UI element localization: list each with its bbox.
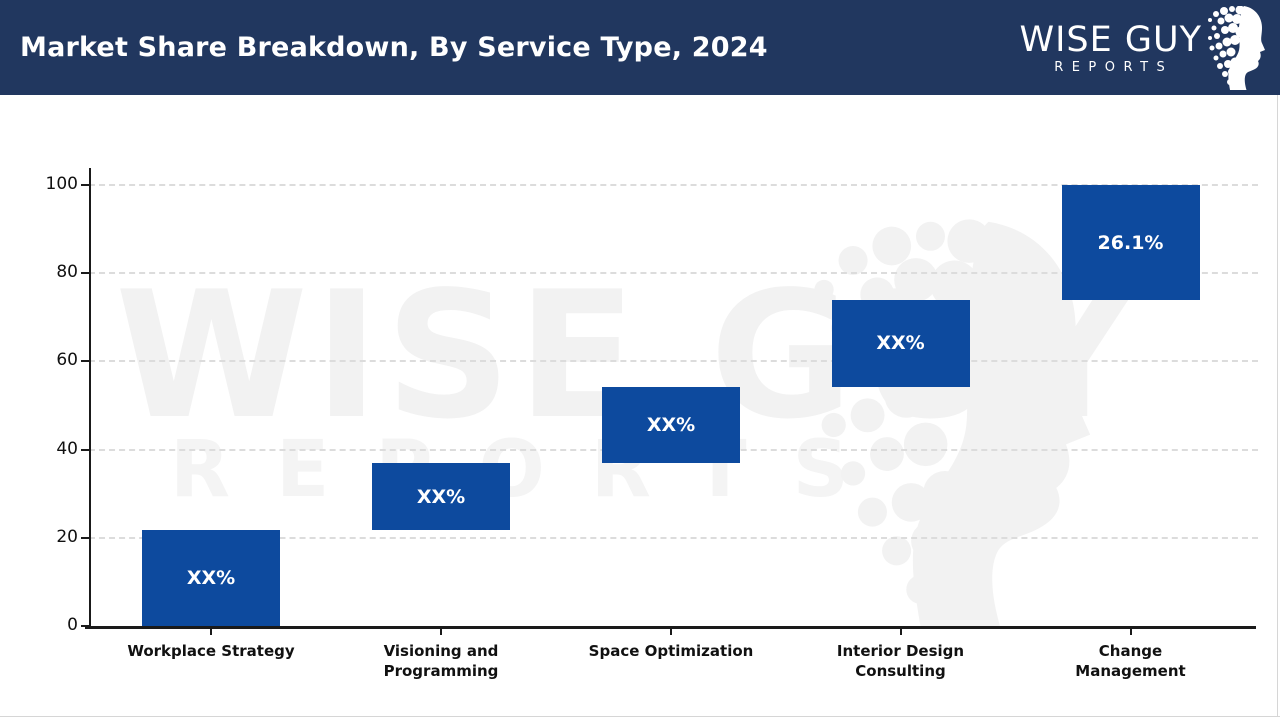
- x-category-label: Visioning and Programming: [383, 642, 499, 680]
- y-axis-line: [89, 168, 91, 629]
- plot-area: 0 20 40 60 80 100 XX% Workplace Strategy XX% Visi…: [0, 95, 1280, 720]
- wise-guy-reports-logo: WISE GUY REPORTS: [1019, 4, 1266, 92]
- bar-value-label: XX%: [876, 332, 925, 355]
- logo-head-icon: [1208, 6, 1265, 90]
- x-axis-line: [85, 626, 1256, 629]
- logo-subtitle: REPORTS: [1054, 59, 1174, 75]
- bar: XX%: [831, 300, 970, 387]
- bar: XX%: [372, 463, 510, 531]
- x-category-label: Interior Design Consulting: [836, 642, 965, 680]
- grid-line: [89, 360, 1258, 363]
- y-axis-tick: [81, 448, 89, 451]
- x-axis-tick: [1129, 629, 1132, 635]
- bar: XX%: [602, 386, 740, 464]
- bottom-border-line: [0, 716, 1280, 717]
- page-title: Market Share Breakdown, By Service Type,…: [20, 32, 768, 63]
- grid-line: [89, 272, 1258, 275]
- grid-line: [89, 536, 1258, 539]
- y-tick-label: 60: [56, 350, 78, 371]
- x-category-label: Workplace Strategy: [127, 642, 295, 660]
- y-tick-label: 0: [67, 615, 78, 635]
- bar-value-label: XX%: [646, 414, 696, 437]
- y-tick-label: 40: [56, 438, 78, 459]
- y-axis-tick: [81, 184, 89, 186]
- x-axis-tick: [899, 629, 902, 635]
- x-axis-tick: [210, 629, 212, 635]
- y-tick-label: 20: [56, 526, 78, 547]
- bar-value-label: 26.1%: [1097, 231, 1164, 254]
- x-category-label: Change Management: [1075, 642, 1186, 680]
- header-band: Market Share Breakdown, By Service Type,…: [0, 0, 1280, 95]
- bar-value-label: XX%: [186, 567, 236, 590]
- y-tick-label: 80: [56, 262, 78, 283]
- y-axis-tick: [81, 272, 89, 275]
- grid-line: [89, 184, 1258, 186]
- logo-wordmark: WISE GUY: [1019, 19, 1202, 60]
- bar: 26.1%: [1061, 185, 1200, 301]
- right-border-line: [1277, 95, 1278, 717]
- y-axis-tick: [81, 360, 89, 363]
- x-axis-tick: [440, 629, 442, 635]
- bar: XX%: [142, 530, 280, 626]
- x-category-label: Space Optimization: [588, 642, 754, 660]
- x-axis-tick: [670, 629, 672, 635]
- bar-value-label: XX%: [416, 485, 466, 508]
- y-axis-tick: [81, 536, 89, 539]
- y-tick-label: 100: [45, 174, 78, 194]
- logo-text: WISE GUY REPORTS: [1019, 22, 1202, 75]
